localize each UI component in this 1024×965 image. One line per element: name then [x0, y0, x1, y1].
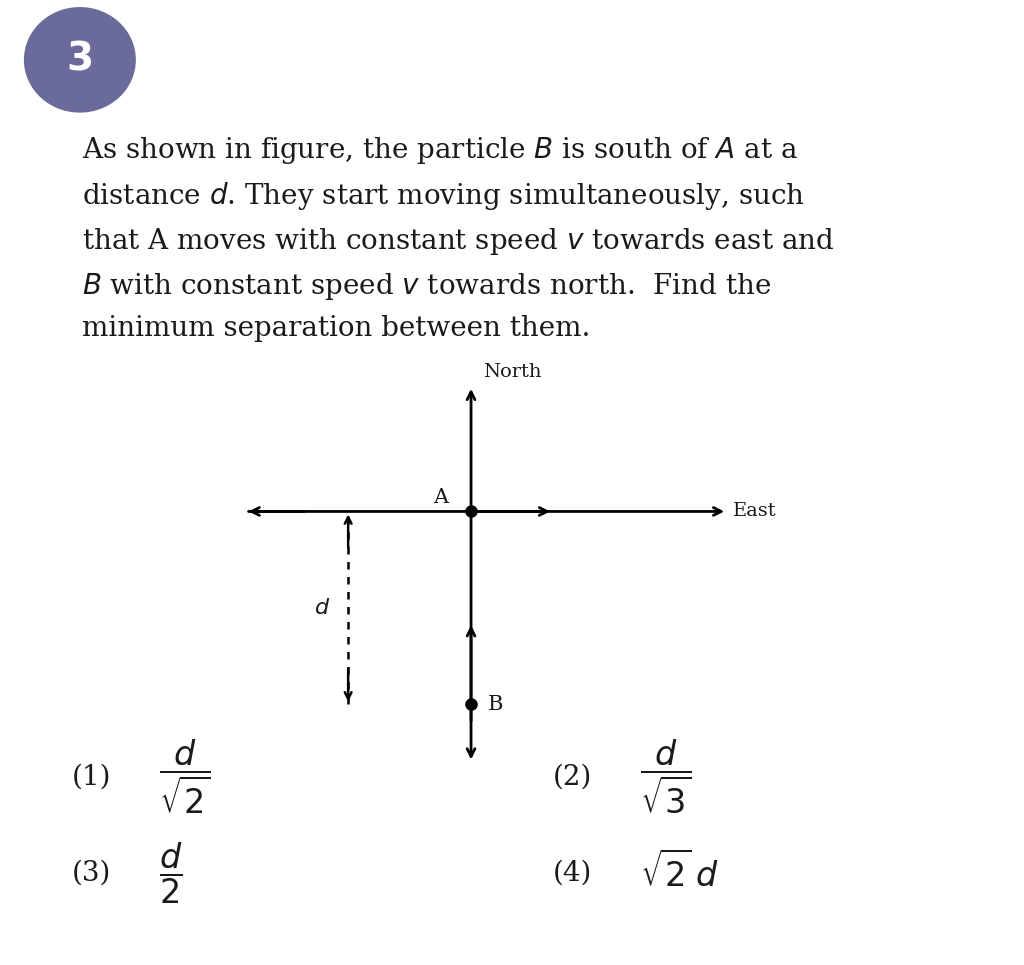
Text: North: North [483, 363, 542, 381]
Text: As shown in figure, the particle $B$ is south of $A$ at a
distance $d$. They sta: As shown in figure, the particle $B$ is … [82, 135, 835, 342]
Text: East: East [733, 503, 777, 520]
Text: (4): (4) [553, 860, 592, 887]
Text: $\dfrac{d}{2}$: $\dfrac{d}{2}$ [159, 841, 182, 906]
Text: (1): (1) [72, 763, 112, 790]
Text: $\sqrt{2}\,d$: $\sqrt{2}\,d$ [640, 852, 719, 895]
Text: B: B [487, 695, 503, 714]
Text: (3): (3) [72, 860, 111, 887]
Text: 3: 3 [67, 41, 93, 79]
Text: $d$: $d$ [313, 597, 330, 619]
Text: (2): (2) [553, 763, 592, 790]
Text: $\dfrac{d}{\sqrt{3}}$: $\dfrac{d}{\sqrt{3}}$ [640, 737, 691, 816]
Text: A: A [433, 487, 449, 507]
Circle shape [25, 8, 135, 112]
Text: $\dfrac{d}{\sqrt{2}}$: $\dfrac{d}{\sqrt{2}}$ [159, 737, 210, 816]
